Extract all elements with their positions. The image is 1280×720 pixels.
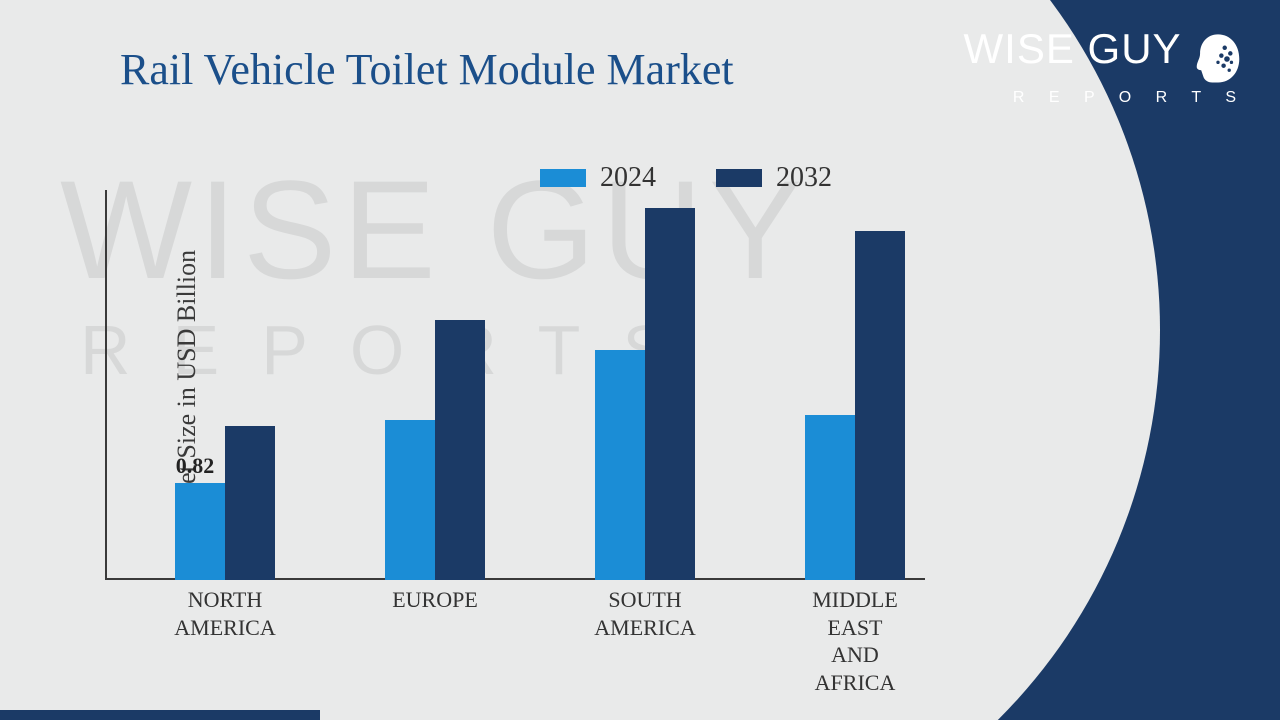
chart-stage: WISE GUY REPORTS WISE GUY R E P O R T S …	[0, 0, 1280, 720]
chart-title: Rail Vehicle Toilet Module Market	[120, 44, 734, 95]
head-icon	[1190, 31, 1246, 87]
legend-swatch-a	[540, 169, 586, 187]
y-axis-line	[105, 190, 107, 580]
category-label: EUROPE	[355, 586, 515, 614]
logo-line1: WISE GUY	[964, 25, 1182, 72]
bar-series-b	[435, 320, 485, 580]
footer-accent	[0, 710, 320, 720]
bar-series-b	[855, 231, 905, 580]
plot-area: 0.82	[105, 190, 925, 580]
category-label: SOUTHAMERICA	[565, 586, 725, 641]
bar-series-b	[225, 426, 275, 580]
bar-value-label: 0.82	[155, 453, 235, 479]
legend-swatch-b	[716, 169, 762, 187]
bar-series-a	[595, 350, 645, 580]
category-label: NORTHAMERICA	[145, 586, 305, 641]
logo-line2: R E P O R T S	[964, 89, 1246, 107]
bar-series-a	[385, 420, 435, 580]
bar-series-b	[645, 208, 695, 580]
brand-logo: WISE GUY R E P O R T S	[964, 28, 1246, 107]
category-label: MIDDLEEASTANDAFRICA	[775, 586, 935, 696]
bar-series-a	[175, 483, 225, 580]
bar-series-a	[805, 415, 855, 580]
